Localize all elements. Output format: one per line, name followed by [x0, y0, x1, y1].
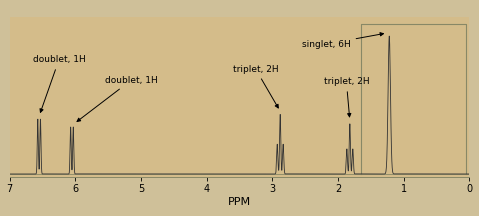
Text: singlet, 6H: singlet, 6H — [302, 33, 384, 49]
Text: doublet, 1H: doublet, 1H — [77, 76, 158, 121]
Text: triplet, 2H: triplet, 2H — [324, 77, 369, 117]
Text: triplet, 2H: triplet, 2H — [233, 65, 279, 108]
Text: doublet, 1H: doublet, 1H — [33, 55, 85, 112]
X-axis label: PPM: PPM — [228, 197, 251, 207]
